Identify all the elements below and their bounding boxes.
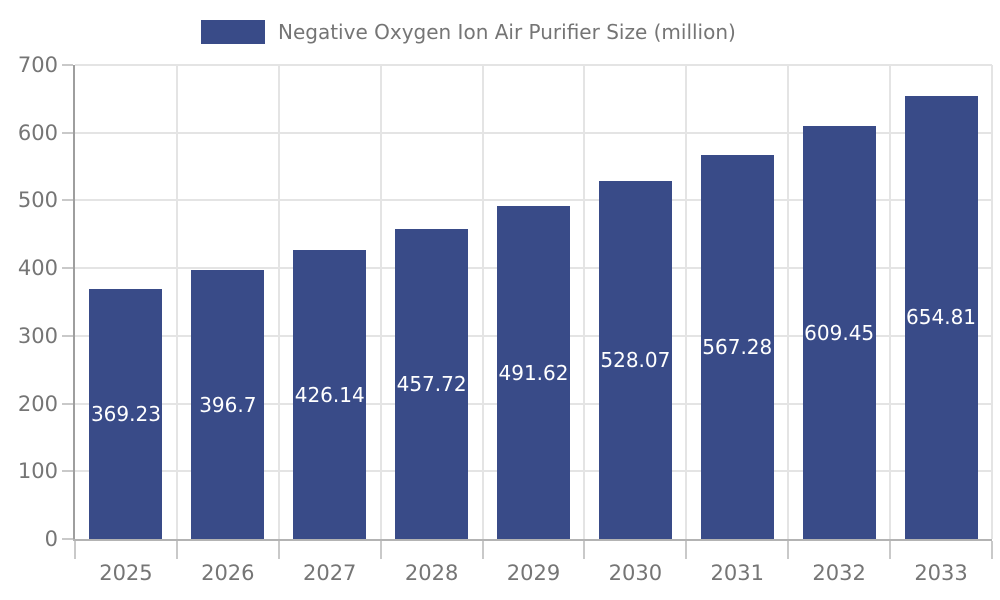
y-axis-tick-label: 400	[17, 256, 58, 281]
bar	[598, 181, 672, 539]
bar-value-label: 654.81	[906, 305, 977, 330]
vertical-gridline	[583, 65, 586, 539]
y-axis-line	[73, 65, 75, 539]
horizontal-gridline	[75, 199, 992, 202]
x-axis-tick	[277, 541, 280, 559]
x-axis-tick	[379, 541, 382, 559]
bar-value-label: 369.23	[90, 401, 161, 426]
horizontal-gridline	[75, 64, 992, 66]
bar-value-label: 528.07	[600, 348, 671, 373]
bar	[497, 206, 570, 539]
x-axis-tick	[685, 541, 688, 559]
bar	[89, 288, 163, 539]
y-axis-tick	[62, 131, 73, 134]
bar-value-label: 457.72	[396, 372, 467, 397]
x-axis-tick	[175, 541, 178, 559]
bar-value-label: 567.28	[702, 334, 773, 359]
y-axis-tick	[62, 267, 73, 270]
y-axis-tick-label: 500	[17, 188, 58, 213]
vertical-gridline	[277, 65, 280, 539]
bar	[293, 250, 367, 539]
y-axis-tick-label: 300	[17, 323, 58, 348]
y-axis-tick	[62, 199, 73, 202]
vertical-gridline	[379, 65, 382, 539]
y-axis-tick	[62, 470, 73, 473]
y-axis-tick-label: 100	[17, 459, 58, 484]
x-axis-tick-label: 2032	[812, 561, 866, 585]
x-axis-line	[73, 539, 992, 541]
y-axis-tick-label: 600	[17, 120, 58, 145]
legend-series-label: Negative Oxygen Ion Air Purifier Size (m…	[278, 20, 736, 44]
x-axis-tick-label: 2027	[302, 561, 357, 585]
bar	[802, 126, 876, 539]
x-axis-tick	[787, 541, 790, 559]
vertical-gridline	[991, 65, 993, 539]
bar-value-label: 396.7	[199, 392, 257, 417]
bar	[904, 95, 978, 539]
bar	[191, 270, 265, 539]
x-axis-tick-label: 2025	[99, 561, 153, 585]
legend-color-swatch	[201, 20, 265, 44]
bar	[700, 154, 774, 539]
x-axis-tick-label: 2030	[608, 561, 663, 585]
bar-value-label: 609.45	[804, 320, 875, 345]
vertical-gridline	[787, 65, 790, 539]
chart-legend: Negative Oxygen Ion Air Purifier Size (m…	[201, 20, 736, 44]
y-axis-tick	[62, 402, 73, 405]
y-axis-tick	[62, 64, 73, 66]
y-axis-tick-label: 0	[44, 527, 58, 551]
x-axis-tick-label: 2028	[404, 561, 459, 585]
x-axis-tick	[74, 541, 76, 559]
y-axis-tick-label: 200	[17, 391, 58, 416]
bar	[395, 229, 469, 539]
vertical-gridline	[175, 65, 178, 539]
bar-value-label: 491.62	[498, 360, 569, 385]
x-axis-tick-label: 2029	[506, 561, 561, 585]
x-axis-tick-label: 2031	[710, 561, 764, 585]
bar-value-label: 426.14	[294, 382, 365, 407]
x-axis-tick	[583, 541, 586, 559]
x-axis-tick-label: 2026	[201, 561, 255, 585]
horizontal-gridline	[75, 131, 992, 134]
vertical-gridline	[481, 65, 484, 539]
x-axis-tick	[991, 541, 993, 559]
y-axis-tick	[62, 538, 73, 540]
vertical-gridline	[685, 65, 688, 539]
vertical-gridline	[889, 65, 892, 539]
y-axis-tick	[62, 334, 73, 337]
x-axis-tick	[481, 541, 484, 559]
x-axis-tick	[889, 541, 892, 559]
x-axis-tick-label: 2033	[914, 561, 968, 585]
y-axis-tick-label: 700	[17, 53, 58, 77]
